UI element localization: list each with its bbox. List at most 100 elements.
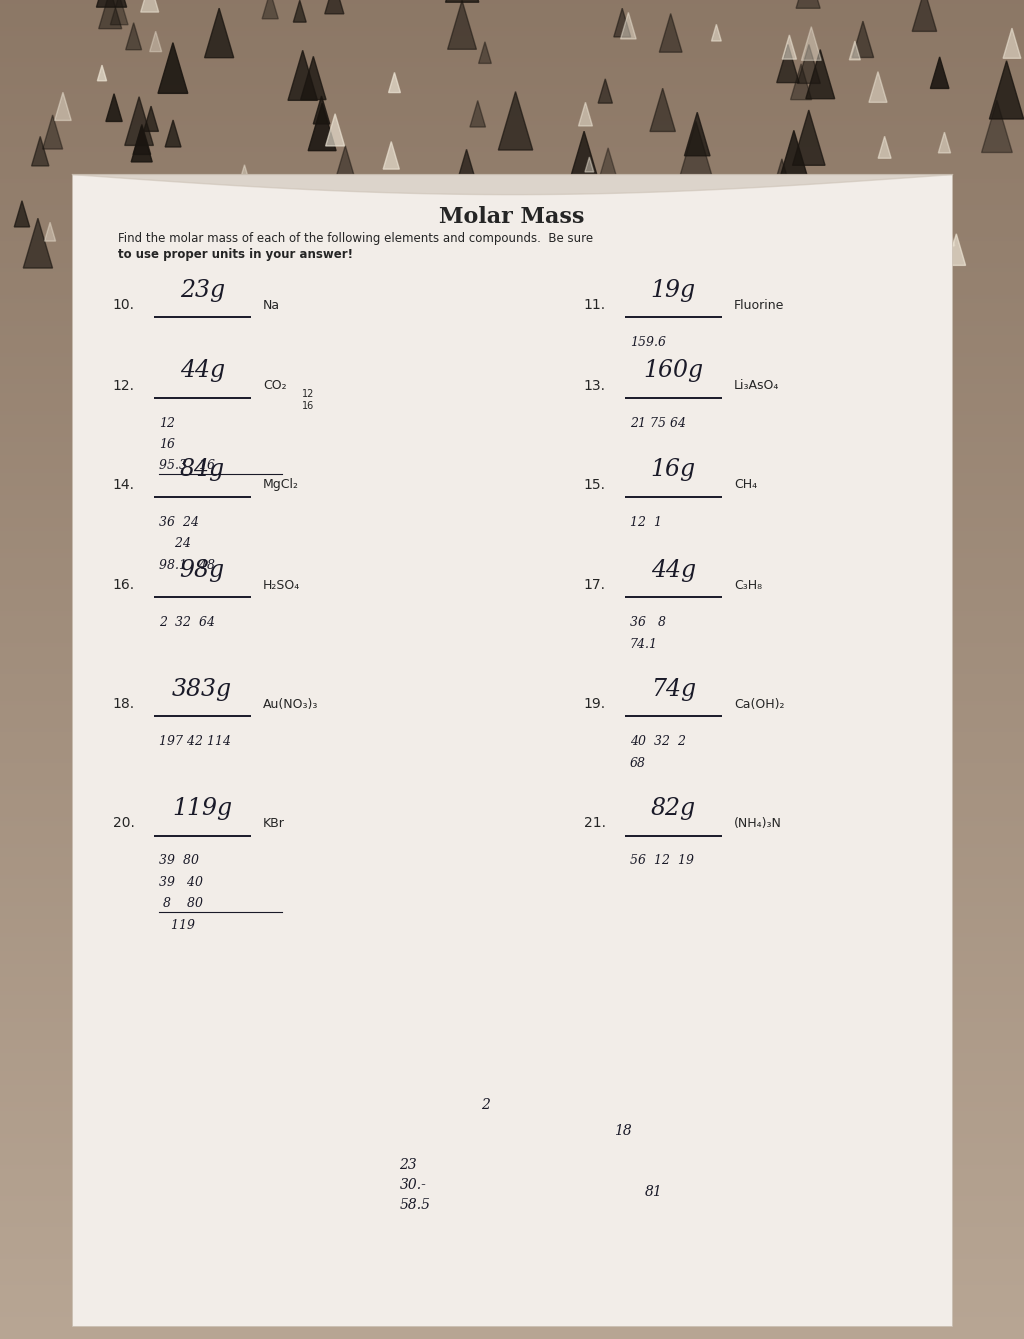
Text: Au(NO₃)₃: Au(NO₃)₃ — [263, 698, 318, 711]
Polygon shape — [798, 44, 820, 83]
Polygon shape — [793, 110, 825, 165]
Polygon shape — [54, 92, 72, 121]
Text: 16.: 16. — [113, 578, 135, 592]
Polygon shape — [849, 42, 860, 60]
Text: 98g: 98g — [179, 558, 225, 582]
Text: CH₄: CH₄ — [734, 478, 758, 491]
Polygon shape — [150, 31, 162, 52]
Polygon shape — [852, 21, 873, 58]
Polygon shape — [802, 27, 821, 60]
Polygon shape — [621, 12, 636, 39]
Polygon shape — [205, 8, 233, 58]
Polygon shape — [308, 103, 336, 151]
Polygon shape — [301, 56, 326, 99]
Polygon shape — [943, 226, 954, 246]
Text: Na: Na — [263, 299, 281, 312]
Polygon shape — [24, 218, 52, 268]
Text: 30.-: 30.- — [399, 1178, 426, 1192]
Polygon shape — [782, 35, 797, 59]
Text: 44g: 44g — [179, 359, 225, 383]
Polygon shape — [111, 0, 128, 24]
Polygon shape — [44, 222, 55, 241]
Polygon shape — [118, 273, 127, 288]
Polygon shape — [595, 147, 622, 193]
Polygon shape — [143, 106, 159, 131]
Text: 40  32  2: 40 32 2 — [630, 735, 686, 749]
Text: 24: 24 — [159, 537, 190, 550]
Text: 98.1   48: 98.1 48 — [159, 558, 215, 572]
Polygon shape — [465, 202, 476, 221]
Polygon shape — [579, 102, 593, 126]
Text: 18.: 18. — [113, 698, 135, 711]
Polygon shape — [131, 126, 153, 162]
Polygon shape — [613, 8, 631, 37]
Polygon shape — [450, 234, 481, 288]
Polygon shape — [158, 43, 187, 94]
Polygon shape — [797, 198, 820, 237]
Polygon shape — [484, 182, 505, 216]
Polygon shape — [388, 72, 400, 92]
Polygon shape — [478, 42, 492, 63]
Polygon shape — [537, 233, 555, 265]
Text: 119: 119 — [159, 919, 195, 932]
Polygon shape — [777, 44, 799, 83]
Text: 21 75 64: 21 75 64 — [630, 416, 686, 430]
Text: 10.: 10. — [113, 299, 134, 312]
Polygon shape — [765, 159, 799, 217]
Text: 36   8: 36 8 — [630, 616, 666, 629]
Text: 16: 16 — [159, 438, 175, 451]
Text: 84g: 84g — [179, 458, 225, 482]
Polygon shape — [457, 150, 476, 182]
Text: CO₂: CO₂ — [263, 379, 287, 392]
Text: 383g: 383g — [172, 678, 232, 702]
Polygon shape — [947, 234, 966, 265]
Polygon shape — [470, 100, 485, 127]
Text: 12: 12 — [159, 416, 175, 430]
Text: C₃H₈: C₃H₈ — [734, 578, 762, 592]
Polygon shape — [126, 23, 141, 50]
Polygon shape — [293, 0, 306, 23]
Polygon shape — [326, 114, 344, 146]
Text: 197 42 114: 197 42 114 — [159, 735, 230, 749]
Polygon shape — [371, 244, 386, 269]
Text: 13.: 13. — [584, 379, 605, 392]
Text: 20.: 20. — [113, 817, 134, 830]
Polygon shape — [288, 51, 317, 100]
Text: H₂SO₄: H₂SO₄ — [263, 578, 300, 592]
Text: 8    80: 8 80 — [159, 897, 203, 911]
Polygon shape — [125, 96, 154, 146]
Polygon shape — [43, 115, 62, 149]
Polygon shape — [712, 24, 721, 42]
Text: 160g: 160g — [643, 359, 703, 383]
Text: Li₃AsO₄: Li₃AsO₄ — [734, 379, 779, 392]
Polygon shape — [98, 0, 122, 28]
Polygon shape — [334, 146, 357, 185]
Polygon shape — [938, 133, 950, 153]
Text: 82g: 82g — [650, 797, 696, 821]
Polygon shape — [140, 0, 159, 12]
Polygon shape — [14, 201, 30, 226]
Polygon shape — [796, 0, 820, 8]
Text: 39   40: 39 40 — [159, 876, 203, 889]
Polygon shape — [798, 230, 812, 254]
Text: 16: 16 — [302, 400, 314, 411]
FancyBboxPatch shape — [72, 174, 952, 1326]
Polygon shape — [806, 50, 835, 99]
Text: 19g: 19g — [650, 279, 696, 303]
Polygon shape — [133, 125, 151, 154]
Text: 15.: 15. — [584, 478, 605, 491]
Polygon shape — [982, 100, 1013, 153]
Text: 14.: 14. — [113, 478, 134, 491]
Polygon shape — [383, 142, 399, 169]
Polygon shape — [272, 229, 287, 253]
Text: KBr: KBr — [263, 817, 285, 830]
Polygon shape — [97, 66, 106, 80]
Text: 119g: 119g — [172, 797, 232, 821]
Polygon shape — [659, 13, 682, 52]
Polygon shape — [568, 222, 600, 276]
Polygon shape — [313, 96, 330, 125]
Text: MgCl₂: MgCl₂ — [263, 478, 299, 491]
Polygon shape — [791, 64, 812, 99]
Text: 68: 68 — [630, 757, 646, 770]
Polygon shape — [684, 112, 710, 155]
